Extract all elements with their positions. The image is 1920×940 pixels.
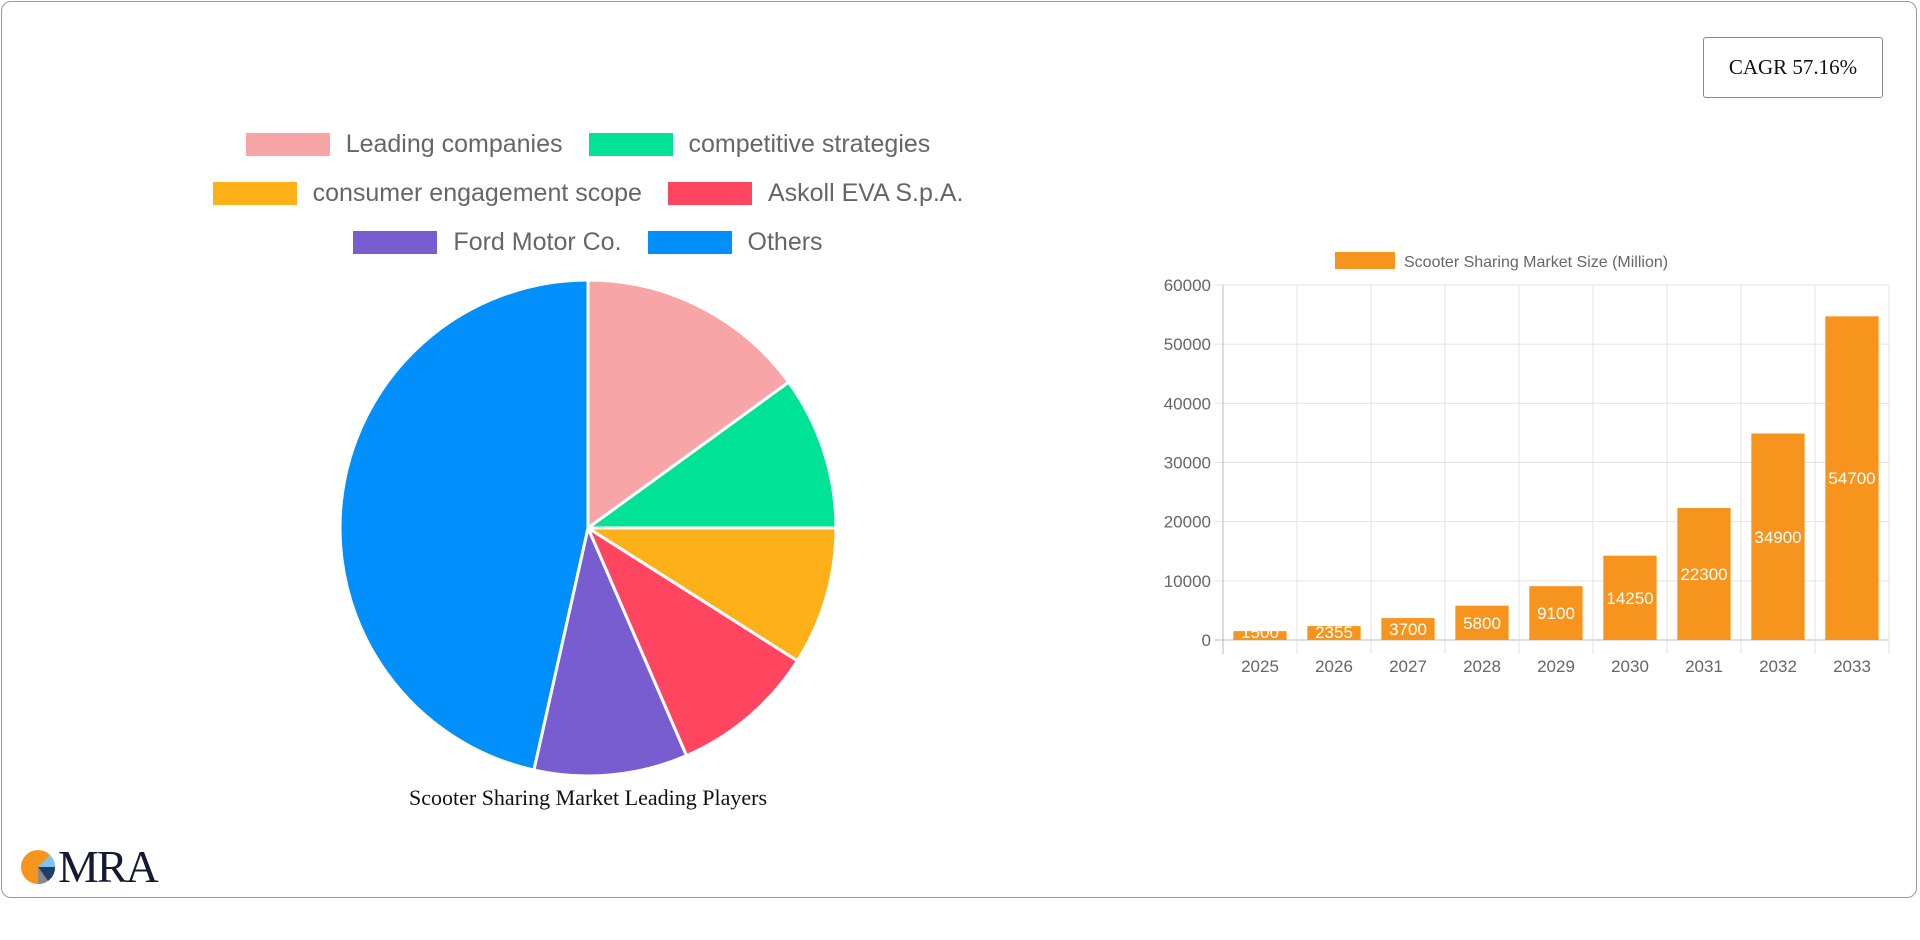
bar-data-label: 14250: [1606, 589, 1653, 608]
legend-row: consumer engagement scope Askoll EVA S.p.…: [0, 179, 1176, 208]
legend-item[interactable]: Others: [647, 228, 823, 257]
legend-row: Ford Motor Co. Others: [0, 228, 1176, 257]
bar-legend[interactable]: Scooter Sharing Market Size (Million): [1335, 252, 1668, 271]
pie-slice[interactable]: [586, 278, 791, 531]
bar-data-label: 22300: [1680, 565, 1727, 584]
legend-label: Others: [747, 228, 823, 256]
y-tick-label: 30000: [1164, 454, 1211, 473]
x-tick-label: 2031: [1685, 657, 1723, 676]
bar[interactable]: [1825, 316, 1879, 640]
legend-swatch: [1335, 252, 1395, 269]
legend-item[interactable]: Ford Motor Co.: [353, 228, 622, 257]
y-tick-label: 50000: [1164, 335, 1211, 354]
x-tick-label: 2033: [1833, 657, 1871, 676]
cagr-badge: CAGR 57.16%: [1703, 37, 1883, 98]
legend-item[interactable]: consumer engagement scope: [212, 179, 642, 208]
pie-slice[interactable]: [582, 526, 838, 663]
legend-label: Ford Motor Co.: [453, 228, 622, 256]
bar[interactable]: [1307, 626, 1361, 640]
legend-swatch: [667, 182, 752, 205]
bar-data-label: 9100: [1537, 604, 1575, 623]
legend-label: competitive strategies: [688, 130, 931, 158]
mra-logo: MRA: [20, 840, 159, 893]
bar-data-label: 5800: [1463, 614, 1501, 633]
x-tick-label: 2026: [1315, 657, 1353, 676]
x-tick-label: 2032: [1759, 657, 1797, 676]
pie-chart-title: Scooter Sharing Market Leading Players: [408, 785, 767, 810]
y-tick-label: 20000: [1164, 513, 1211, 532]
x-tick-label: 2028: [1463, 657, 1501, 676]
pie-chart: [338, 278, 838, 778]
y-tick-label: 60000: [1164, 276, 1211, 295]
bar-data-label: 1500: [1241, 623, 1279, 642]
pie-slice[interactable]: [584, 524, 800, 758]
pie-slice[interactable]: [583, 380, 838, 530]
legend-label: Scooter Sharing Market Size (Million): [1404, 254, 1668, 271]
x-tick-label: 2030: [1611, 657, 1649, 676]
legend-label: Leading companies: [345, 130, 563, 158]
bar-chart: Scooter Sharing Market Size (Million) 0 10…: [1164, 252, 1890, 676]
legend-label: consumer engagement scope: [312, 179, 642, 207]
logo-pie-icon: [21, 849, 56, 884]
legend-row: Leading companies competitive strategies: [0, 130, 1176, 159]
bar[interactable]: [1455, 605, 1509, 640]
bar[interactable]: [1751, 433, 1805, 640]
x-tick-label: 2027: [1389, 657, 1427, 676]
legend-swatch: [212, 182, 297, 205]
bar-data-label: 2355: [1315, 623, 1353, 642]
y-tick-label: 40000: [1164, 394, 1211, 413]
legend-item[interactable]: Askoll EVA S.p.A.: [667, 179, 964, 208]
bar[interactable]: [1233, 631, 1287, 640]
legend-item[interactable]: competitive strategies: [588, 130, 931, 159]
bar-data-label: 3700: [1389, 620, 1427, 639]
bar[interactable]: [1677, 508, 1731, 640]
legend-swatch: [588, 133, 673, 156]
bar-data-label: 34900: [1754, 528, 1801, 547]
card-frame: [1, 1, 1917, 898]
legend-swatch: [245, 133, 330, 156]
legend-item[interactable]: Leading companies: [245, 130, 563, 159]
y-tick-label: 10000: [1164, 572, 1211, 591]
legend-label: Askoll EVA S.p.A.: [767, 179, 964, 207]
pie-slice[interactable]: [532, 523, 689, 778]
x-tick-label: 2029: [1537, 657, 1575, 676]
pie-slice[interactable]: [338, 278, 590, 772]
x-tick-label: 2025: [1241, 657, 1279, 676]
logo-text: MRA: [58, 841, 159, 892]
legend-swatch: [647, 231, 732, 254]
bar[interactable]: [1529, 586, 1583, 640]
bar[interactable]: [1381, 618, 1435, 640]
bar-data-label: 54700: [1828, 469, 1875, 488]
legend-swatch: [353, 231, 438, 254]
y-tick-label: 0: [1202, 631, 1211, 650]
bar[interactable]: [1603, 555, 1657, 640]
